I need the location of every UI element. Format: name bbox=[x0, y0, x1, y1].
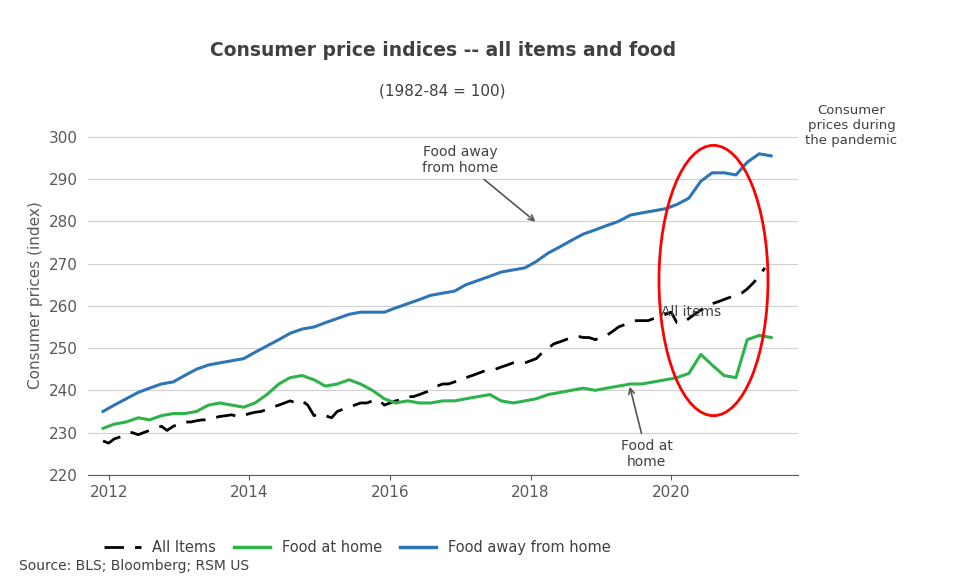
Legend: All Items, Food at home, Food away from home: All Items, Food at home, Food away from … bbox=[98, 534, 617, 561]
Text: (1982-84 = 100): (1982-84 = 100) bbox=[379, 84, 506, 99]
Text: All items: All items bbox=[661, 305, 721, 319]
Text: Food away
from home: Food away from home bbox=[422, 145, 534, 221]
Text: Consumer
prices during
the pandemic: Consumer prices during the pandemic bbox=[806, 104, 897, 147]
Text: Source: BLS; Bloomberg; RSM US: Source: BLS; Bloomberg; RSM US bbox=[19, 559, 250, 573]
Text: Consumer price indices -- all items and food: Consumer price indices -- all items and … bbox=[209, 41, 676, 60]
Text: Food at
home: Food at home bbox=[621, 389, 672, 469]
Y-axis label: Consumer prices (index): Consumer prices (index) bbox=[28, 201, 43, 389]
